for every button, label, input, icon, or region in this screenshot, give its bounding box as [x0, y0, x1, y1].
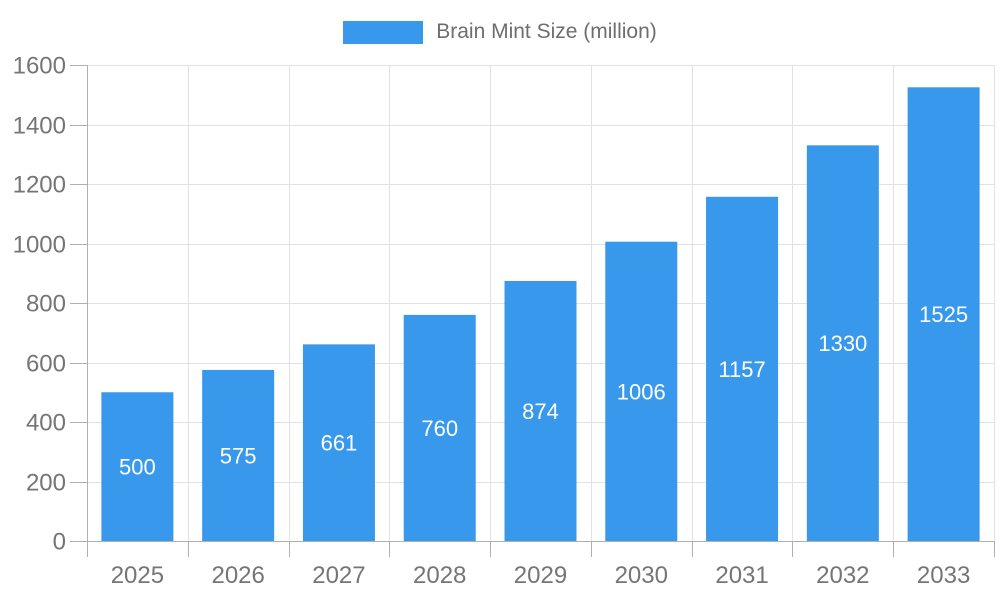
- bar-value-label: 661: [321, 431, 358, 456]
- bar-value-label: 1006: [617, 379, 666, 404]
- bar[interactable]: [605, 241, 678, 541]
- x-tick-label: 2029: [514, 562, 567, 589]
- y-tick-label: 1400: [13, 113, 66, 140]
- y-tick-label: 1200: [13, 172, 66, 199]
- x-tick-label: 2026: [211, 562, 264, 589]
- y-tick-label: 800: [26, 291, 66, 318]
- y-tick-label: 600: [26, 351, 66, 378]
- legend-label: Brain Mint Size (million): [436, 20, 657, 43]
- y-tick-label: 1600: [13, 53, 66, 80]
- y-tick-label: 1000: [13, 232, 66, 259]
- x-tick-label: 2033: [917, 562, 970, 589]
- bar[interactable]: [706, 196, 779, 542]
- legend-swatch: [343, 20, 424, 44]
- y-tick-label: 200: [26, 470, 66, 497]
- x-tick-label: 2027: [312, 562, 365, 589]
- bar[interactable]: [302, 344, 375, 541]
- x-tick-label: 2025: [111, 562, 164, 589]
- x-tick-label: 2031: [715, 562, 768, 589]
- bar[interactable]: [101, 392, 174, 541]
- bar-value-label: 1525: [919, 302, 968, 327]
- bar-value-label: 760: [421, 416, 458, 441]
- bar-value-label: 1330: [818, 331, 867, 356]
- x-tick-label: 2030: [615, 562, 668, 589]
- bar[interactable]: [806, 145, 879, 541]
- bar-value-label: 500: [119, 455, 156, 480]
- x-tick-label: 2032: [816, 562, 869, 589]
- y-tick-label: 0: [53, 529, 66, 556]
- bar[interactable]: [907, 87, 980, 541]
- bar[interactable]: [403, 314, 476, 541]
- chart-legend[interactable]: Brain Mint Size (million): [0, 19, 1000, 45]
- bar[interactable]: [504, 280, 577, 541]
- y-tick-label: 400: [26, 410, 66, 437]
- bar[interactable]: [202, 369, 275, 541]
- bar-value-label: 1157: [718, 357, 765, 382]
- x-tick-label: 2028: [413, 562, 466, 589]
- bar-value-label: 575: [220, 443, 257, 468]
- bar-value-label: 874: [522, 399, 559, 424]
